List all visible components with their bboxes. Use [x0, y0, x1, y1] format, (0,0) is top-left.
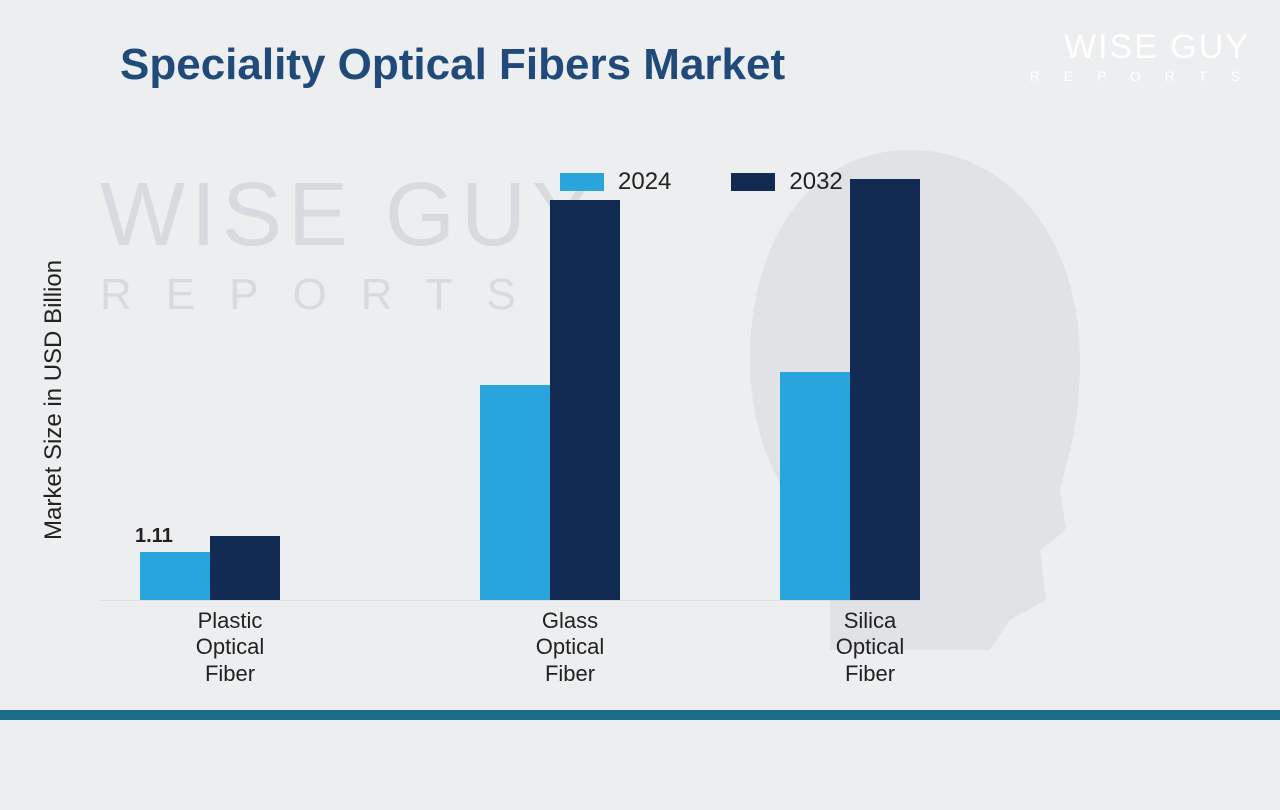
bar-2032	[850, 179, 920, 600]
logo-sub-text: R E P O R T S	[990, 68, 1250, 84]
bar-2024	[780, 372, 850, 600]
bar-group: 1.11PlasticOpticalFiber	[140, 170, 320, 600]
footer-accent-bar	[0, 710, 1280, 720]
category-label: SilicaOpticalFiber	[780, 608, 960, 687]
chart-title: Speciality Optical Fibers Market	[120, 40, 785, 90]
legend-label-2032: 2032	[789, 168, 842, 196]
bar-group: GlassOpticalFiber	[480, 170, 660, 600]
logo-main-text: WISE GUY	[990, 30, 1250, 64]
bar-2024	[480, 385, 550, 600]
bar-2024	[140, 552, 210, 600]
bar-value-label: 1.11	[135, 525, 173, 548]
y-axis-label: Market Size in USD Billion	[40, 260, 68, 540]
chart-baseline	[100, 600, 920, 601]
legend-item-2024: 2024	[560, 168, 671, 196]
legend-swatch-2032	[731, 173, 775, 191]
bar-2032	[550, 200, 620, 600]
bar-chart: 1.11PlasticOpticalFiber GlassOpticalFiber…	[100, 170, 920, 600]
bar-2032	[210, 536, 280, 601]
chart-legend: 2024 2032	[560, 168, 843, 196]
legend-label-2024: 2024	[618, 168, 671, 196]
brand-logo: WISE GUY R E P O R T S	[990, 30, 1250, 84]
legend-swatch-2024	[560, 173, 604, 191]
category-label: PlasticOpticalFiber	[140, 608, 320, 687]
legend-item-2032: 2032	[731, 168, 842, 196]
category-label: GlassOpticalFiber	[480, 608, 660, 687]
bar-group: SilicaOpticalFiber	[780, 170, 960, 600]
